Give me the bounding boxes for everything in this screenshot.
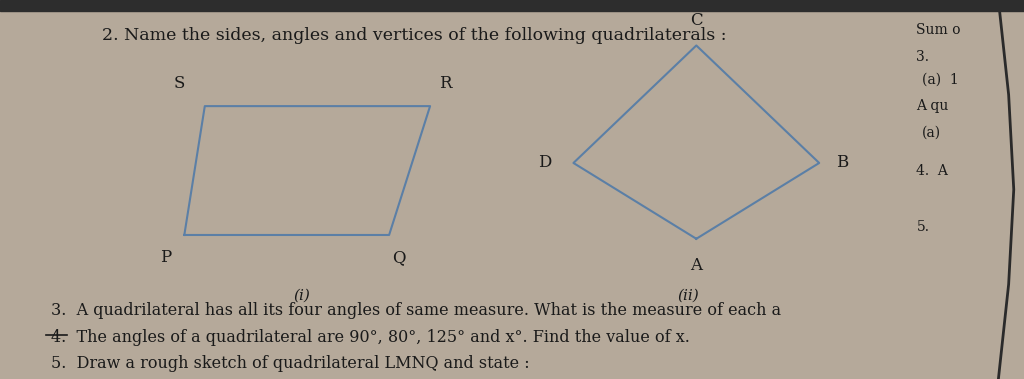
Text: (a): (a) (922, 126, 941, 139)
Text: 4.  The angles of a quadrilateral are 90°, 80°, 125° and x°. Find the value of x: 4. The angles of a quadrilateral are 90°… (51, 329, 690, 346)
Text: (a)  1: (a) 1 (922, 73, 958, 86)
Text: Q: Q (392, 249, 407, 266)
Text: B: B (836, 155, 848, 171)
Text: 2. Name the sides, angles and vertices of the following quadrilaterals :: 2. Name the sides, angles and vertices o… (102, 27, 727, 44)
Text: D: D (538, 155, 552, 171)
Text: R: R (439, 75, 452, 92)
Text: 3.  A quadrilateral has all its four angles of same measure. What is the measure: 3. A quadrilateral has all its four angl… (51, 302, 781, 319)
Text: S: S (173, 75, 185, 92)
Text: A: A (690, 257, 702, 274)
Text: 5.: 5. (916, 221, 930, 234)
Text: P: P (161, 249, 171, 266)
Text: A qu: A qu (916, 99, 949, 113)
Text: 4.  A: 4. A (916, 164, 948, 177)
Text: 5.  Draw a rough sketch of quadrilateral LMNQ and state :: 5. Draw a rough sketch of quadrilateral … (51, 356, 529, 372)
Text: (i): (i) (294, 289, 310, 302)
Polygon shape (0, 0, 1024, 11)
Text: Sum o: Sum o (916, 23, 961, 37)
Text: 3.: 3. (916, 50, 930, 64)
Text: C: C (690, 13, 702, 29)
Text: (ii): (ii) (677, 289, 699, 302)
